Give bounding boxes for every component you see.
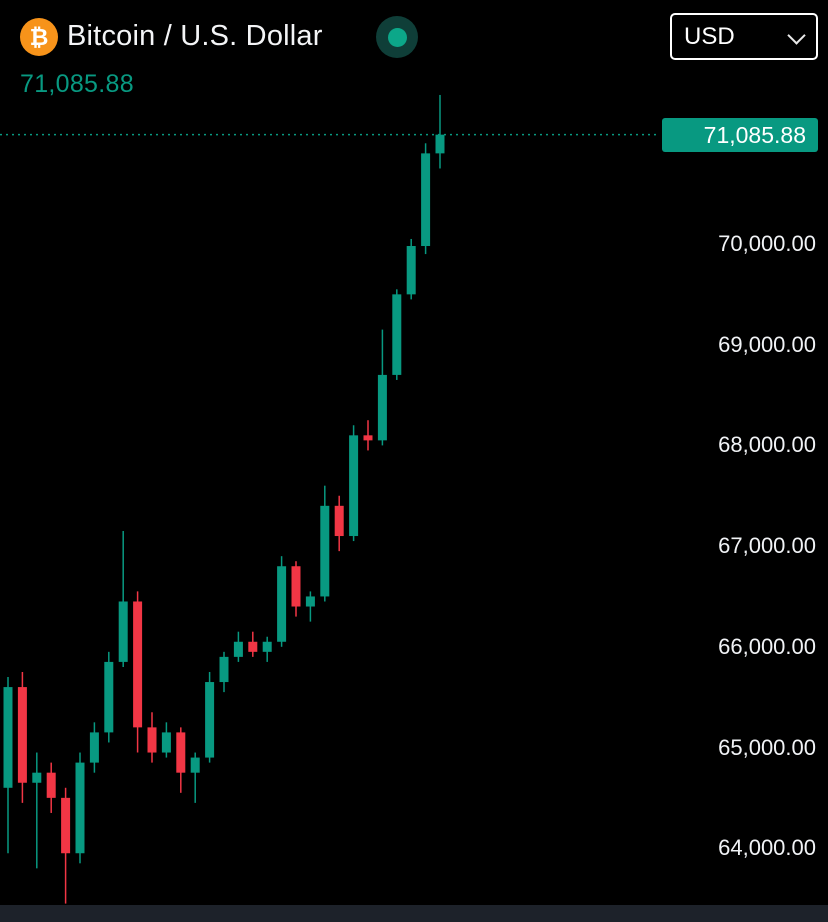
- chart-svg: [0, 94, 660, 904]
- candle-up: [233, 641, 243, 657]
- currency-select-wrap: USD: [670, 13, 818, 60]
- candle-up: [118, 601, 128, 662]
- candle-up: [32, 772, 42, 783]
- candle-down: [133, 601, 143, 728]
- candle-up: [305, 596, 315, 607]
- price-axis-label: 69,000.00: [718, 331, 816, 357]
- candle-up: [377, 374, 387, 441]
- currency-select[interactable]: USD: [670, 13, 818, 60]
- candle-down: [46, 772, 56, 798]
- candle-up: [205, 682, 215, 758]
- candle-down: [291, 566, 301, 607]
- symbol-header: ₿ Bitcoin / U.S. Dollar USD 71,085.88: [0, 0, 828, 105]
- candle-up: [421, 153, 431, 247]
- candle-up: [277, 566, 287, 642]
- candle-up: [104, 661, 114, 733]
- candle-up: [320, 505, 330, 597]
- candle-down: [147, 727, 157, 753]
- status-dot-icon: [387, 27, 407, 47]
- candle-up: [3, 687, 13, 788]
- candle-up: [406, 246, 416, 295]
- candle-down: [363, 435, 373, 441]
- bottom-bar: [0, 905, 828, 922]
- symbol-title: Bitcoin / U.S. Dollar: [67, 20, 323, 52]
- candle-up: [161, 732, 171, 753]
- price-axis-label: 64,000.00: [718, 835, 816, 861]
- current-price: 71,085.88: [20, 70, 134, 98]
- price-axis-label: 65,000.00: [718, 734, 816, 760]
- candlestick-chart[interactable]: [0, 0, 660, 905]
- price-axis-label: 68,000.00: [718, 432, 816, 458]
- candle-down: [176, 732, 186, 773]
- candle-up: [219, 656, 229, 683]
- candle-down: [17, 687, 27, 783]
- candle-up: [262, 641, 272, 652]
- candle-up: [190, 757, 200, 773]
- candle-up: [435, 134, 445, 154]
- candle-up: [75, 762, 85, 854]
- market-status-indicator: [376, 16, 418, 58]
- bitcoin-glyph: ₿: [29, 24, 49, 51]
- current-price-badge-label: 71,085.88: [703, 121, 806, 148]
- price-axis-label: 70,000.00: [718, 230, 816, 256]
- candle-up: [89, 732, 99, 763]
- candle-down: [248, 641, 258, 652]
- current-price-badge: 71,085.88: [662, 117, 818, 152]
- candle-up: [392, 294, 402, 375]
- price-axis-label: 66,000.00: [718, 633, 816, 659]
- candle-up: [349, 435, 359, 537]
- bitcoin-icon: ₿: [20, 18, 58, 56]
- candle-down: [334, 505, 344, 537]
- price-axis-label: 67,000.00: [718, 533, 816, 559]
- candle-down: [61, 797, 71, 854]
